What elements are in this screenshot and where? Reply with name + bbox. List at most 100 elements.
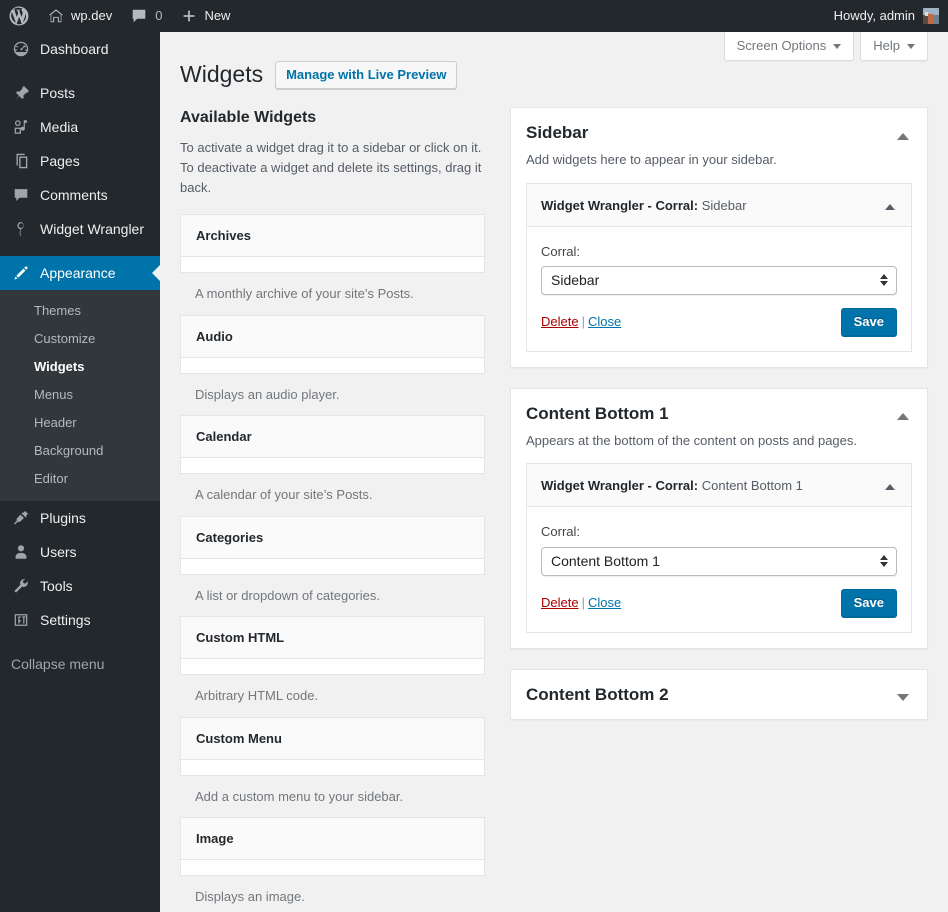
widget-card-custom-html[interactable]: Custom HTML — [180, 616, 485, 676]
widget-card-description: Add a custom menu to your sidebar. — [195, 788, 404, 804]
sidebar-item-posts[interactable]: Posts — [0, 76, 160, 110]
site-name-menu[interactable]: wp.dev — [38, 0, 121, 32]
assigned-widget-header[interactable]: Widget Wrangler - Corral: Sidebar — [527, 183, 911, 227]
widget-area-toggle[interactable] — [893, 407, 913, 427]
pin-icon — [11, 83, 31, 103]
assigned-widget-content-bottom-1: Widget Wrangler - Corral: Content Bottom… — [526, 463, 912, 633]
plus-icon — [184, 10, 195, 22]
sidebar-item-pages[interactable]: Pages — [0, 144, 160, 178]
my-account-menu[interactable]: Howdy, admin — [825, 0, 948, 32]
widget-card-description: A calendar of your site’s Posts. — [195, 487, 373, 503]
link-separator: | — [581, 594, 585, 610]
widget-links: Delete | Close — [541, 592, 621, 614]
submenu-item-background[interactable]: Background — [34, 443, 104, 458]
widget-card-categories[interactable]: Categories — [180, 515, 485, 575]
new-content-menu[interactable]: New — [171, 0, 239, 32]
submenu-item-editor[interactable]: Editor — [34, 471, 68, 486]
widget-card-title: Audio — [181, 315, 484, 358]
pages-icon — [11, 151, 31, 171]
widget-card-description: Arbitrary HTML code. — [195, 688, 319, 704]
assigned-widget-toggle[interactable] — [880, 477, 900, 497]
submenu-item-themes[interactable]: Themes — [34, 303, 81, 318]
main-content: Screen Options Help Widgets Manage with … — [160, 32, 948, 912]
assigned-widget-title-prefix: Widget Wrangler - Corral: — [541, 197, 699, 213]
widget-card-body — [181, 860, 484, 876]
widget-card-image[interactable]: Image — [180, 817, 485, 877]
corral-select[interactable]: Content Bottom 1 — [541, 546, 897, 576]
delete-link[interactable]: Delete — [541, 313, 579, 329]
widget-card-description: Displays an audio player. — [195, 386, 340, 402]
plug-icon — [11, 508, 31, 528]
dashboard-icon — [11, 39, 31, 59]
available-widgets-description: To activate a widget drag it to a sideba… — [180, 140, 482, 196]
sidebar-item-widget-wrangler[interactable]: Widget Wrangler — [0, 212, 160, 246]
stepper-arrows-icon — [879, 272, 888, 288]
widget-controls: Delete | Close Save — [541, 588, 897, 617]
assigned-widget-title-prefix: Widget Wrangler - Corral: — [541, 478, 699, 494]
widget-card-archives[interactable]: Archives — [180, 214, 485, 274]
sidebar-item-settings[interactable]: Settings — [0, 603, 160, 637]
wordpress-logo-icon — [9, 6, 29, 26]
media-icon — [11, 117, 31, 137]
save-button[interactable]: Save — [840, 588, 897, 617]
sidebar-item-media[interactable]: Media — [0, 110, 160, 144]
save-button[interactable]: Save — [840, 307, 897, 336]
widget-area-toggle[interactable] — [893, 688, 913, 708]
appearance-submenu: Themes Customize Widgets Menus Header Ba… — [0, 290, 160, 501]
widget-area-body: Widget Wrangler - Corral: Content Bottom… — [511, 463, 927, 647]
widget-area-title: Sidebar — [526, 123, 589, 142]
submenu-item-menus[interactable]: Menus — [34, 387, 74, 402]
comments-count: 0 — [155, 8, 163, 23]
sidebar-item-label: Tools — [40, 578, 73, 594]
widget-card-title: Custom Menu — [181, 717, 484, 760]
corral-select-value: Sidebar — [551, 272, 600, 289]
widget-area-description: Appears at the bottom of the content on … — [526, 432, 858, 448]
chevron-down-icon — [907, 44, 915, 49]
widget-area-header[interactable]: Content Bottom 1 Appears at the bottom o… — [511, 389, 927, 464]
widget-card-custom-menu[interactable]: Custom Menu — [180, 716, 485, 776]
widget-area-toggle[interactable] — [893, 126, 913, 146]
sidebar-item-plugins[interactable]: Plugins — [0, 501, 160, 535]
help-button[interactable]: Help — [860, 32, 928, 61]
caret-up-icon — [897, 413, 909, 421]
assigned-widget-header[interactable]: Widget Wrangler - Corral: Content Bottom… — [527, 464, 911, 508]
widget-area-header[interactable]: Content Bottom 2 — [511, 670, 927, 719]
widget-controls: Delete | Close Save — [541, 307, 897, 336]
widget-area-body: Widget Wrangler - Corral: Sidebar Corral… — [511, 182, 927, 367]
menu-separator — [0, 66, 160, 76]
close-link[interactable]: Close — [587, 313, 622, 329]
sidebar-item-dashboard[interactable]: Dashboard — [0, 32, 160, 66]
screen-options-button[interactable]: Screen Options — [723, 32, 855, 61]
assigned-widget-toggle[interactable] — [880, 197, 900, 217]
collapse-menu-button[interactable]: Collapse menu — [0, 647, 160, 687]
page-wrap: Widgets Manage with Live Preview Availab… — [160, 32, 948, 912]
widget-card-description: A monthly archive of your site’s Posts. — [195, 286, 414, 302]
sidebar-item-appearance[interactable]: Appearance — [0, 256, 160, 290]
submenu-item-widgets[interactable]: Widgets — [34, 359, 85, 374]
paintbrush-icon — [11, 263, 31, 283]
widget-card-calendar[interactable]: Calendar — [180, 415, 485, 475]
delete-link[interactable]: Delete — [541, 594, 579, 610]
comments-menu[interactable]: 0 — [121, 0, 171, 32]
sidebar-item-users[interactable]: Users — [0, 535, 160, 569]
widget-card-title: Categories — [181, 516, 484, 559]
widget-area-header[interactable]: Sidebar Add widgets here to appear in yo… — [511, 108, 927, 183]
widget-card-audio[interactable]: Audio — [180, 314, 485, 374]
menu-separator — [0, 246, 160, 256]
sidebar-item-label: Appearance — [40, 265, 116, 281]
submenu-item-customize[interactable]: Customize — [34, 331, 96, 346]
widget-area-title: Content Bottom 1 — [526, 403, 669, 423]
close-link[interactable]: Close — [587, 594, 622, 610]
caret-up-icon — [885, 484, 895, 491]
corral-select[interactable]: Sidebar — [541, 265, 897, 295]
widget-card-body — [181, 458, 484, 474]
widget-card-body — [181, 558, 484, 574]
wp-logo-menu[interactable] — [0, 0, 38, 32]
screen-options-label: Screen Options — [736, 38, 827, 53]
submenu-item-header[interactable]: Header — [34, 415, 77, 430]
manage-with-live-preview-button[interactable]: Manage with Live Preview — [275, 61, 458, 89]
sidebar-item-comments[interactable]: Comments — [0, 178, 160, 212]
stepper-arrows-icon — [879, 553, 888, 569]
sidebar-item-tools[interactable]: Tools — [0, 569, 160, 603]
widget-card-description: Displays an image. — [195, 889, 305, 905]
